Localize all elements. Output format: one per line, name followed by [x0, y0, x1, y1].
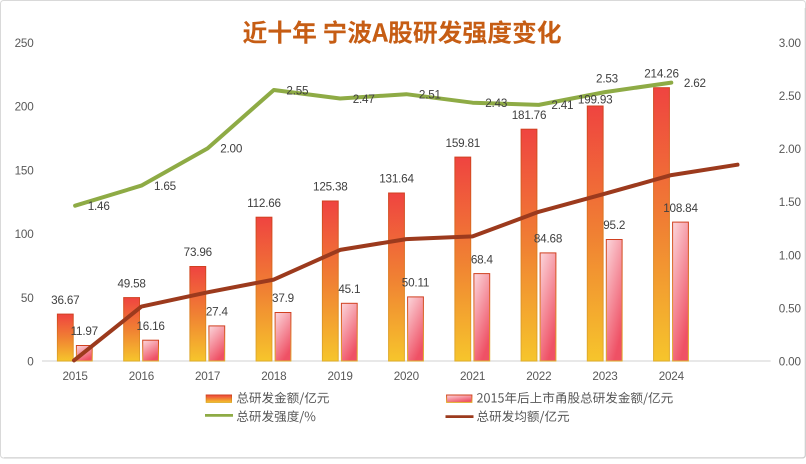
svg-text:1.50: 1.50 — [779, 196, 802, 209]
svg-text:2024: 2024 — [659, 370, 685, 383]
svg-text:2016: 2016 — [129, 370, 154, 383]
svg-text:2.47: 2.47 — [353, 93, 375, 106]
svg-text:112.66: 112.66 — [247, 197, 281, 210]
svg-text:2.00: 2.00 — [779, 143, 802, 156]
svg-text:2.50: 2.50 — [779, 90, 802, 103]
svg-text:108.84: 108.84 — [663, 202, 698, 215]
svg-text:2.62: 2.62 — [684, 77, 706, 90]
svg-text:0: 0 — [27, 356, 34, 369]
svg-text:50.11: 50.11 — [402, 277, 429, 290]
svg-text:125.38: 125.38 — [313, 181, 348, 194]
svg-text:100: 100 — [15, 228, 35, 241]
svg-text:2020: 2020 — [394, 370, 420, 383]
svg-text:2018: 2018 — [261, 370, 286, 383]
svg-text:159.81: 159.81 — [446, 137, 481, 150]
svg-text:36.67: 36.67 — [51, 294, 79, 307]
svg-text:2023: 2023 — [592, 370, 617, 383]
svg-text:50: 50 — [21, 292, 34, 305]
svg-text:214.26: 214.26 — [644, 67, 679, 80]
svg-text:95.2: 95.2 — [603, 219, 625, 232]
svg-text:199.93: 199.93 — [578, 93, 613, 106]
svg-text:2015: 2015 — [62, 370, 88, 383]
svg-text:2.43: 2.43 — [485, 97, 507, 110]
svg-text:250: 250 — [15, 37, 35, 50]
svg-text:2022: 2022 — [526, 370, 551, 383]
svg-text:150: 150 — [15, 164, 35, 177]
svg-text:68.4: 68.4 — [471, 253, 494, 266]
svg-text:84.68: 84.68 — [534, 233, 562, 246]
svg-text:37.9: 37.9 — [272, 292, 294, 305]
svg-text:1.65: 1.65 — [154, 180, 177, 193]
svg-text:1.46: 1.46 — [88, 200, 110, 213]
svg-text:16.16: 16.16 — [136, 320, 164, 333]
svg-text:2.53: 2.53 — [596, 72, 618, 85]
svg-text:2.41: 2.41 — [551, 99, 573, 112]
svg-text:1.00: 1.00 — [779, 249, 802, 262]
svg-text:3.00: 3.00 — [779, 37, 802, 50]
svg-text:2.51: 2.51 — [419, 89, 441, 102]
svg-text:2017: 2017 — [195, 370, 220, 383]
svg-text:2.00: 2.00 — [220, 143, 243, 156]
svg-text:11.97: 11.97 — [71, 325, 98, 338]
svg-text:27.4: 27.4 — [206, 306, 229, 319]
svg-text:2019: 2019 — [327, 370, 352, 383]
svg-text:0.50: 0.50 — [779, 302, 802, 315]
svg-text:131.64: 131.64 — [379, 173, 414, 186]
svg-text:181.76: 181.76 — [512, 109, 547, 122]
svg-text:73.96: 73.96 — [184, 246, 212, 259]
svg-text:0.00: 0.00 — [779, 356, 802, 369]
svg-text:45.1: 45.1 — [338, 283, 360, 296]
svg-text:200: 200 — [15, 101, 35, 114]
svg-text:49.58: 49.58 — [117, 277, 145, 290]
svg-text:2.55: 2.55 — [286, 84, 309, 97]
svg-text:2021: 2021 — [460, 370, 485, 383]
